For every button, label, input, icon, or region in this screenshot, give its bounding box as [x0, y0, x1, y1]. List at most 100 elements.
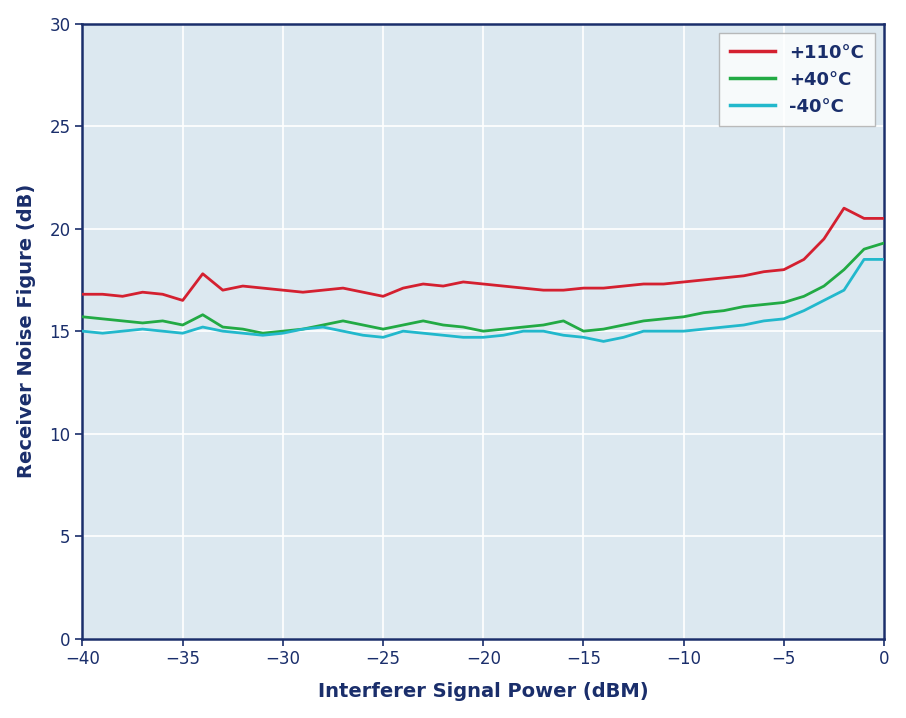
- -40°C: [438, 331, 448, 340]
- +40°C: [137, 319, 148, 327]
- -40°C: [798, 307, 809, 315]
- +110°C: [257, 284, 268, 292]
- +40°C: [418, 317, 429, 325]
- +40°C: [198, 310, 208, 319]
- -40°C: [658, 327, 669, 335]
- +40°C: [458, 323, 468, 332]
- +40°C: [679, 312, 689, 321]
- +40°C: [438, 321, 448, 330]
- +110°C: [77, 290, 88, 299]
- +110°C: [477, 280, 488, 289]
- +40°C: [699, 309, 709, 317]
- -40°C: [77, 327, 88, 335]
- +110°C: [237, 281, 248, 290]
- -40°C: [558, 331, 569, 340]
- +110°C: [618, 281, 629, 290]
- -40°C: [358, 331, 369, 340]
- +40°C: [658, 314, 669, 323]
- +110°C: [518, 284, 529, 292]
- -40°C: [778, 314, 789, 323]
- Legend: +110°C, +40°C, -40°C: +110°C, +40°C, -40°C: [719, 33, 875, 126]
- +40°C: [558, 317, 569, 325]
- +110°C: [879, 214, 890, 223]
- -40°C: [398, 327, 409, 335]
- -40°C: [638, 327, 649, 335]
- +40°C: [117, 317, 128, 325]
- +40°C: [578, 327, 589, 335]
- +110°C: [438, 281, 448, 290]
- -40°C: [458, 333, 468, 342]
- Line: +40°C: +40°C: [82, 243, 884, 333]
- +40°C: [237, 325, 248, 333]
- +110°C: [137, 288, 148, 297]
- +110°C: [297, 288, 308, 297]
- +40°C: [859, 245, 870, 253]
- -40°C: [498, 331, 509, 340]
- +110°C: [458, 278, 468, 286]
- +110°C: [538, 286, 549, 294]
- +40°C: [839, 266, 850, 274]
- +110°C: [198, 269, 208, 278]
- -40°C: [117, 327, 128, 335]
- -40°C: [518, 327, 529, 335]
- +110°C: [418, 280, 429, 289]
- +40°C: [77, 312, 88, 321]
- -40°C: [618, 333, 629, 342]
- -40°C: [839, 286, 850, 294]
- +40°C: [358, 321, 369, 330]
- -40°C: [818, 296, 829, 304]
- -40°C: [217, 327, 228, 335]
- +110°C: [758, 267, 769, 276]
- -40°C: [158, 327, 169, 335]
- +40°C: [97, 314, 108, 323]
- +40°C: [398, 321, 409, 330]
- -40°C: [538, 327, 549, 335]
- +110°C: [778, 266, 789, 274]
- +110°C: [498, 281, 509, 290]
- +110°C: [277, 286, 288, 294]
- -40°C: [297, 325, 308, 333]
- -40°C: [338, 327, 349, 335]
- +110°C: [178, 296, 188, 304]
- +40°C: [297, 325, 308, 333]
- +40°C: [758, 300, 769, 309]
- +110°C: [578, 284, 589, 292]
- +40°C: [798, 292, 809, 301]
- +40°C: [257, 329, 268, 337]
- +110°C: [658, 280, 669, 289]
- -40°C: [257, 331, 268, 340]
- -40°C: [679, 327, 689, 335]
- +110°C: [358, 288, 369, 297]
- +40°C: [598, 325, 609, 333]
- +110°C: [117, 292, 128, 301]
- -40°C: [477, 333, 488, 342]
- +40°C: [178, 321, 188, 330]
- -40°C: [198, 323, 208, 332]
- -40°C: [277, 329, 288, 337]
- +40°C: [277, 327, 288, 335]
- +110°C: [638, 280, 649, 289]
- +110°C: [738, 271, 749, 280]
- +110°C: [798, 255, 809, 264]
- -40°C: [718, 323, 729, 332]
- +110°C: [718, 274, 729, 282]
- +110°C: [378, 292, 389, 301]
- +110°C: [818, 235, 829, 243]
- -40°C: [317, 323, 328, 332]
- +40°C: [738, 302, 749, 311]
- +110°C: [679, 278, 689, 286]
- +40°C: [718, 307, 729, 315]
- -40°C: [137, 325, 148, 333]
- +40°C: [618, 321, 629, 330]
- +40°C: [217, 323, 228, 332]
- +110°C: [317, 286, 328, 294]
- +40°C: [538, 321, 549, 330]
- -40°C: [418, 329, 429, 337]
- +110°C: [217, 286, 228, 294]
- +110°C: [158, 290, 169, 299]
- +40°C: [879, 238, 890, 247]
- -40°C: [237, 329, 248, 337]
- +110°C: [338, 284, 349, 292]
- -40°C: [97, 329, 108, 337]
- +40°C: [518, 323, 529, 332]
